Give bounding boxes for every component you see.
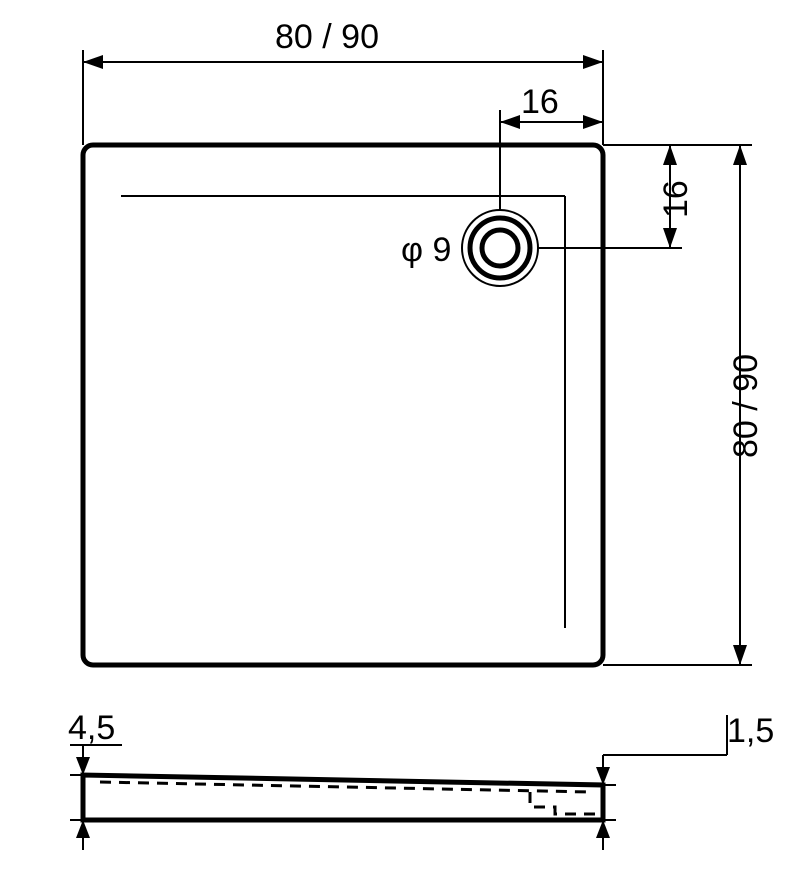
dim-top-16: 16 bbox=[500, 83, 603, 129]
dim-top-main: 80 / 90 bbox=[83, 18, 603, 69]
drain bbox=[462, 210, 538, 286]
dim-right-main: 80 / 90 bbox=[727, 145, 765, 665]
side-hidden-drain bbox=[530, 792, 595, 814]
plan-view bbox=[83, 145, 603, 665]
side-view bbox=[83, 775, 603, 820]
dim-side-left-label: 4,5 bbox=[68, 709, 115, 747]
technical-drawing: 80 / 90 16 80 / 90 16 φ 9 bbox=[0, 0, 796, 877]
dim-side-left: 4,5 bbox=[68, 709, 122, 850]
dim-side-right-label: 1,5 bbox=[727, 712, 774, 750]
tray-outline bbox=[83, 145, 603, 665]
dim-side-right: 1,5 bbox=[591, 712, 774, 850]
dim-right-main-label: 80 / 90 bbox=[727, 354, 765, 458]
dim-diameter-label: φ 9 bbox=[401, 231, 451, 269]
dim-right-16-label: 16 bbox=[657, 180, 695, 218]
dim-right-16: 16 bbox=[657, 145, 695, 248]
dim-top-main-label: 80 / 90 bbox=[275, 18, 379, 56]
dim-top-16-label: 16 bbox=[521, 83, 559, 121]
